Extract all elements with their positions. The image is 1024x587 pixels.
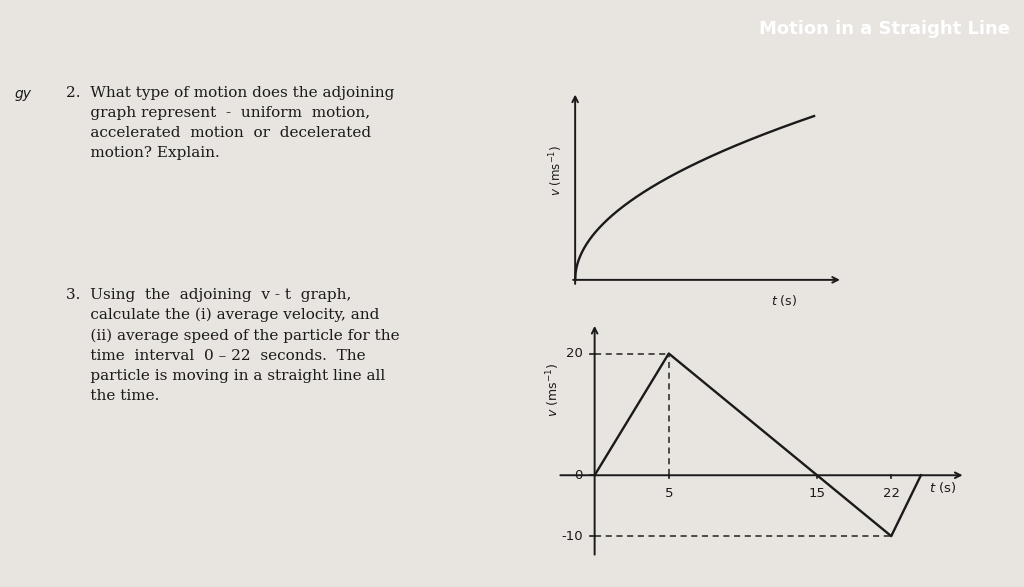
Text: 15: 15 [809, 487, 825, 501]
Text: $t\ \mathregular{(s)}$: $t\ \mathregular{(s)}$ [771, 293, 798, 308]
Text: -10: -10 [561, 529, 583, 542]
Text: gy: gy [14, 87, 32, 101]
Text: $v\ \mathregular{(ms^{-1})}$: $v\ \mathregular{(ms^{-1})}$ [547, 145, 565, 197]
Text: 5: 5 [665, 487, 673, 501]
Text: $t\ \mathregular{(s)}$: $t\ \mathregular{(s)}$ [930, 480, 956, 495]
Text: 0: 0 [574, 469, 583, 482]
Text: 2.  What type of motion does the adjoining
     graph represent  -  uniform  mot: 2. What type of motion does the adjoinin… [66, 86, 394, 160]
Text: 22: 22 [883, 487, 900, 501]
Text: 3.  Using  the  adjoining  v - t  graph,
     calculate the (i) average velocity: 3. Using the adjoining v - t graph, calc… [66, 288, 399, 403]
Text: $v\ \mathregular{(ms^{-1})}$: $v\ \mathregular{(ms^{-1})}$ [545, 363, 562, 417]
Text: 20: 20 [566, 347, 583, 360]
Text: Motion in a Straight Line: Motion in a Straight Line [760, 21, 1011, 38]
